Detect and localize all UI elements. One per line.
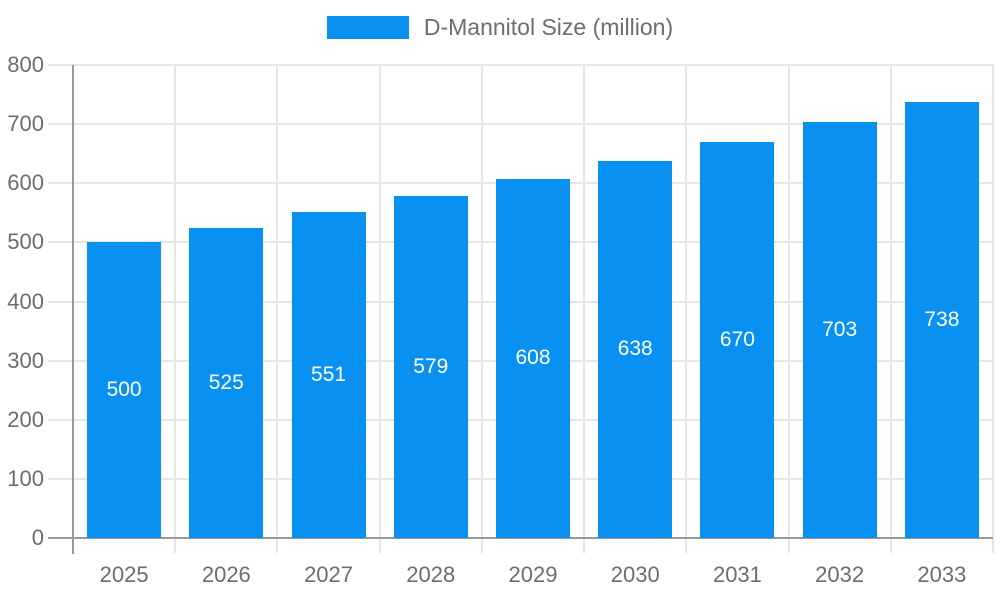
y-gridline (48, 64, 993, 66)
y-axis-label: 600 (7, 170, 44, 196)
bar[interactable]: 500 (87, 242, 162, 538)
y-axis-label: 300 (7, 347, 44, 373)
x-axis-label: 2030 (610, 562, 660, 587)
x-axis-label: 2032 (815, 562, 865, 587)
bar[interactable]: 551 (291, 212, 366, 538)
x-gridline (787, 65, 790, 553)
legend-label[interactable]: D-Mannitol Size (million) (423, 14, 674, 40)
x-gridline (480, 65, 483, 553)
x-gridline (992, 65, 994, 553)
bar-value-label: 670 (719, 327, 755, 351)
x-axis-label: 2026 (201, 562, 251, 587)
x-gridline (685, 65, 688, 553)
x-gridline (889, 65, 892, 553)
bar-value-label: 703 (822, 318, 858, 342)
bar[interactable]: 670 (700, 141, 775, 538)
x-gridline (174, 65, 177, 553)
x-gridline (378, 65, 381, 553)
y-axis-label: 100 (7, 465, 44, 491)
x-axis-label: 2025 (99, 562, 149, 587)
legend-swatch[interactable] (326, 15, 409, 39)
bar-value-label: 738 (924, 307, 960, 331)
y-axis-label: 700 (7, 111, 44, 137)
bar-value-label: 525 (208, 370, 244, 394)
bar[interactable]: 579 (393, 195, 468, 538)
bar[interactable]: 638 (598, 160, 673, 538)
x-gridline (276, 65, 279, 553)
bar-value-label: 551 (311, 363, 347, 387)
x-axis-label: 2033 (917, 562, 967, 587)
x-axis-label: 2028 (406, 562, 456, 587)
y-axis-label: 200 (7, 406, 44, 432)
x-axis-label: 2029 (508, 562, 558, 587)
y-axis-line (72, 65, 74, 554)
y-axis-label: 500 (7, 229, 44, 255)
bar-value-label: 638 (617, 337, 653, 361)
bar[interactable]: 525 (189, 227, 264, 538)
y-axis-label: 800 (7, 52, 44, 77)
y-gridline (48, 123, 993, 126)
bar[interactable]: 738 (904, 101, 979, 538)
x-axis-line (48, 537, 993, 539)
bar-value-label: 500 (106, 378, 142, 402)
bar[interactable]: 608 (496, 178, 570, 538)
x-axis-label: 2031 (712, 562, 762, 587)
y-axis-label: 0 (31, 525, 44, 550)
y-axis-label: 400 (7, 288, 44, 314)
chart-legend[interactable]: D-Mannitol Size (million) (0, 14, 1000, 40)
x-axis-label: 2027 (304, 562, 354, 587)
x-gridline (583, 65, 586, 553)
bar-value-label: 608 (515, 346, 551, 370)
bar[interactable]: 703 (802, 122, 877, 538)
bar-value-label: 579 (413, 354, 449, 378)
